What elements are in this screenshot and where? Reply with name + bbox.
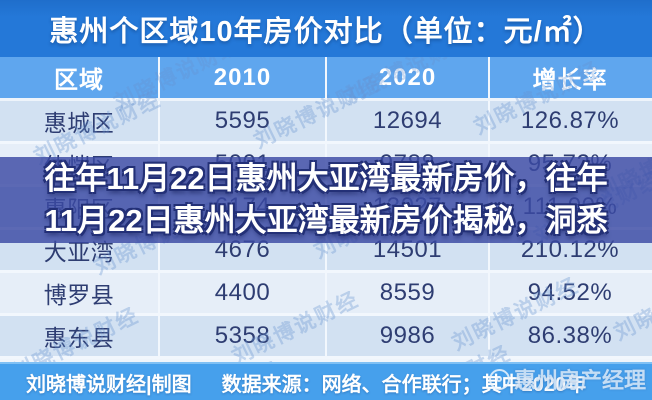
table-cell: 大亚湾 <box>0 230 160 270</box>
weibo-icon-eye <box>496 376 503 382</box>
table-cell: 4400 <box>160 273 327 313</box>
weibo-icon <box>488 368 510 390</box>
table-row: 惠城区 5595 12694 126.87% <box>0 101 652 144</box>
footer-credit: 刘晓博说财经|制图 <box>26 373 192 396</box>
headline-overlay <box>0 157 652 243</box>
table-cell: 5595 <box>160 101 327 141</box>
table-cell: 惠城区 <box>0 101 160 141</box>
table-row: 惠东县 5358 9986 86.38% <box>0 316 652 359</box>
poster-title: 惠州个区域10年房价对比（单位：元/㎡） <box>49 15 603 48</box>
table-cell: 8559 <box>327 273 490 313</box>
headline-text: 往年11月22日惠州大亚湾最新房价，往年 11月22日惠州大亚湾最新房价揭秘，洞… <box>0 158 652 242</box>
table-cell: 博罗县 <box>0 273 160 313</box>
table-cell: 5358 <box>160 316 327 356</box>
weibo-watermark-text: 惠州房产经理 <box>513 368 646 393</box>
table-cell: 86.38% <box>527 322 613 349</box>
table-cell: 12694 <box>327 101 490 141</box>
table-header-row: 区域 2010 2020 增长率 <box>0 57 652 101</box>
headline-line-2: 11月22日惠州大亚湾最新房价揭秘，洞悉 <box>44 203 608 238</box>
table-cell: 94.52% <box>527 279 613 306</box>
table-cell: 惠东县 <box>0 316 160 356</box>
table-cell: 9986 <box>327 316 490 356</box>
weibo-watermark: 惠州房产经理 <box>488 363 646 395</box>
column-header: 区域 <box>0 57 160 98</box>
table-row: 博罗县 4400 8559 94.52% <box>0 273 652 316</box>
column-header: 增长率 <box>532 67 608 94</box>
table-cell: 126.87% <box>520 107 620 134</box>
headline-line-1: 往年11月22日惠州大亚湾最新房价，往年 <box>44 161 608 196</box>
column-header: 2020 <box>327 57 490 98</box>
title-bar: 惠州个区域10年房价对比（单位：元/㎡） <box>0 0 652 57</box>
column-header: 2010 <box>160 57 327 98</box>
